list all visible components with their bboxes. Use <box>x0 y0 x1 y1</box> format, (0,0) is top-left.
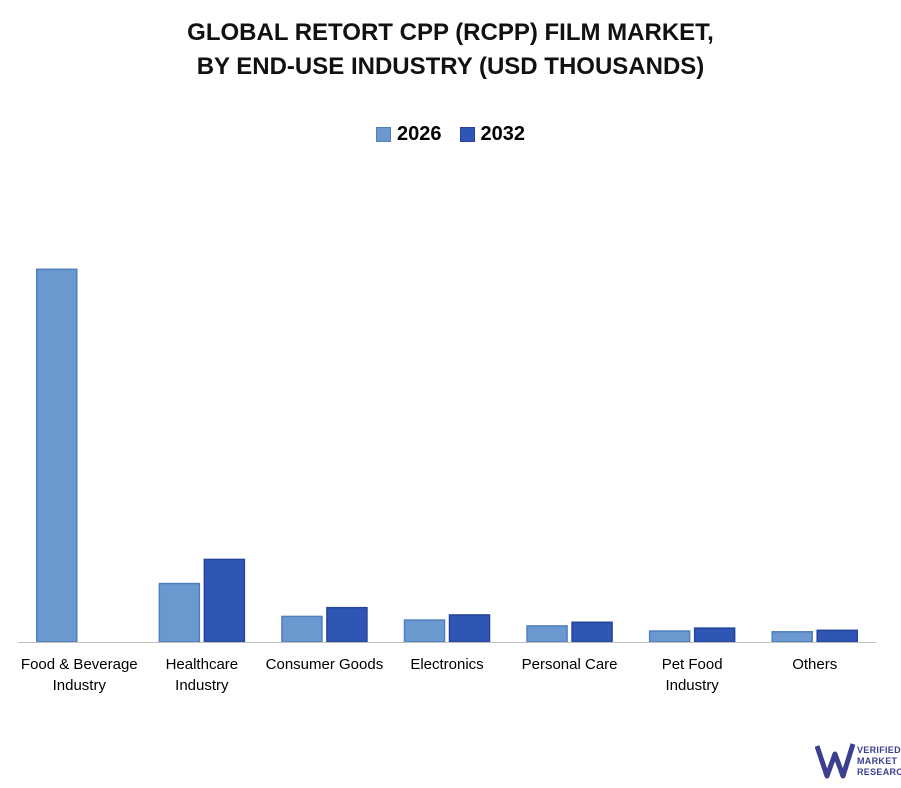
category-label-6: Others <box>792 656 837 673</box>
category-label-1: Healthcare Industry <box>166 656 239 694</box>
legend-label-2026: 2026 <box>397 123 442 145</box>
category-label-2: Consumer Goods <box>266 656 384 673</box>
bar-2032-6 <box>816 629 858 643</box>
bar-2026-4 <box>526 625 568 643</box>
legend-item-2032: 2032 <box>459 123 526 146</box>
bar-2026-6 <box>771 631 813 643</box>
chart-title-line-2: BY END-USE INDUSTRY (USD THOUSANDS) <box>196 53 705 80</box>
legend-label-2032: 2032 <box>480 123 526 145</box>
legend-swatch-2026 <box>376 127 391 142</box>
bar-2032-5 <box>693 627 736 643</box>
bar-2026-2 <box>281 615 323 643</box>
legend-swatch-2032 <box>459 127 475 142</box>
category-label-3: Electronics <box>410 656 483 673</box>
chart-legend: 2026 2032 <box>0 123 901 146</box>
category-label-5: Pet Food Industry <box>662 656 723 694</box>
legend-item-2026: 2026 <box>376 123 442 146</box>
chart-title-line-1: GLOBAL RETORT CPP (RCPP) FILM MARKET, <box>187 19 714 46</box>
chart-title: GLOBAL RETORT CPP (RCPP) FILM MARKET, BY… <box>0 16 901 84</box>
bar-2026-0 <box>36 268 78 643</box>
logo-text: VERIFIED MARKET RESEARCH <box>857 745 901 777</box>
bar-2032-1 <box>203 558 246 643</box>
category-label-4: Personal Care <box>522 656 618 673</box>
bar-2032-2 <box>326 606 368 643</box>
bar-2032-3 <box>448 614 491 643</box>
bar-2026-5 <box>648 630 691 643</box>
bar-2026-1 <box>158 582 201 643</box>
bar-2032-4 <box>571 621 613 643</box>
bar-2026-3 <box>403 619 446 643</box>
category-label-0: Food & Beverage Industry <box>21 656 138 694</box>
company-logo: VERIFIED MARKET RESEARCH <box>814 740 901 784</box>
logo-mark-icon <box>814 743 856 779</box>
